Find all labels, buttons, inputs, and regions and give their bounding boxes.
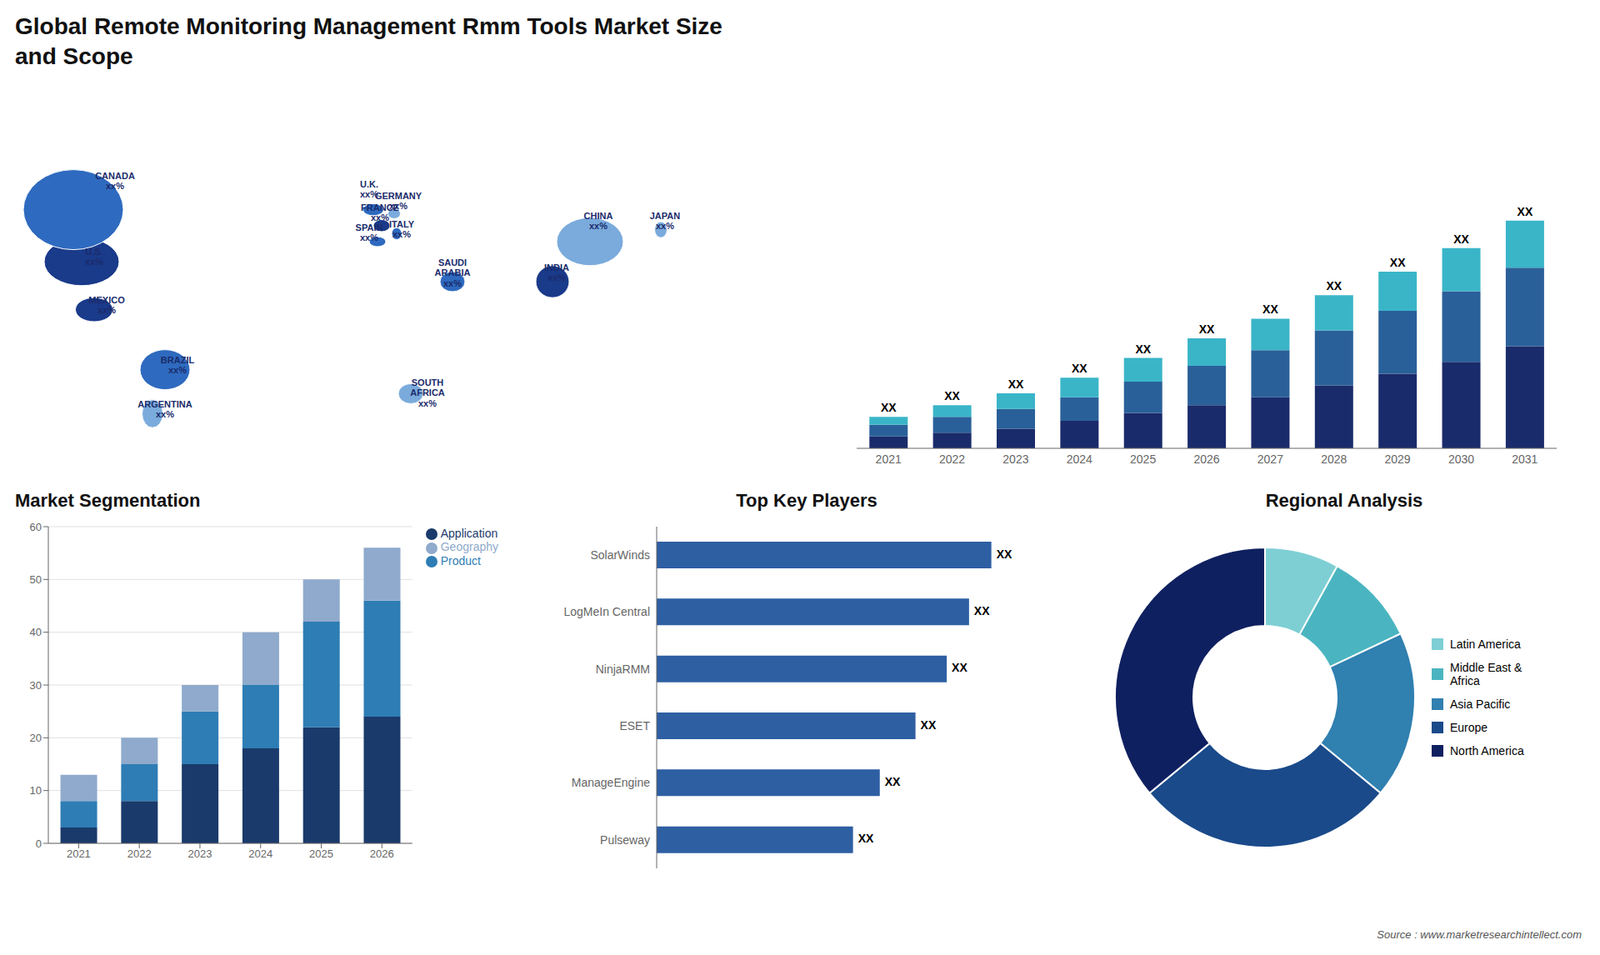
svg-text:2028: 2028 — [1320, 452, 1347, 466]
svg-text:ITALYxx%: ITALYxx% — [389, 218, 415, 239]
svg-text:CANADAxx%: CANADAxx% — [95, 170, 135, 191]
svg-text:2022: 2022 — [127, 847, 152, 860]
svg-text:XX: XX — [1199, 322, 1215, 336]
svg-text:2021: 2021 — [66, 847, 91, 860]
svg-text:2022: 2022 — [939, 452, 965, 466]
svg-text:SolarWinds: SolarWinds — [590, 548, 650, 562]
svg-text:2025: 2025 — [1130, 452, 1156, 466]
svg-text:GERMANYxx%: GERMANYxx% — [375, 190, 423, 211]
svg-text:CHINAxx%: CHINAxx% — [584, 210, 614, 231]
svg-text:SPAINxx%: SPAINxx% — [355, 222, 384, 243]
svg-text:2030: 2030 — [1448, 452, 1475, 466]
svg-text:0: 0 — [35, 837, 42, 850]
svg-text:2024: 2024 — [1066, 452, 1093, 466]
svg-text:XX: XX — [920, 718, 937, 732]
svg-text:MEXICOxx%: MEXICOxx% — [88, 295, 125, 315]
svg-text:ManageEngine: ManageEngine — [571, 775, 650, 790]
svg-text:NinjaRMM: NinjaRMM — [595, 662, 650, 676]
svg-text:SAUDIARABIAxx%: SAUDIARABIAxx% — [435, 257, 471, 288]
svg-text:XX: XX — [880, 400, 897, 415]
svg-text:2021: 2021 — [875, 452, 902, 466]
svg-text:XX: XX — [885, 775, 901, 789]
svg-text:LogMeIn Central: LogMeIn Central — [563, 605, 650, 619]
svg-text:XX: XX — [1325, 279, 1342, 293]
svg-text:2029: 2029 — [1385, 452, 1411, 466]
svg-text:20: 20 — [30, 731, 42, 745]
svg-text:30: 30 — [30, 679, 42, 692]
svg-text:XX: XX — [1071, 361, 1088, 375]
svg-text:JAPANxx%: JAPANxx% — [650, 210, 681, 231]
svg-text:2026: 2026 — [370, 847, 395, 860]
svg-text:U.S.xx%: U.S.xx% — [85, 246, 104, 267]
svg-text:2025: 2025 — [309, 847, 334, 860]
svg-text:XX: XX — [951, 660, 968, 675]
svg-text:10: 10 — [30, 784, 42, 797]
svg-text:XX: XX — [1453, 232, 1470, 246]
svg-text:2023: 2023 — [1002, 452, 1029, 466]
svg-text:XX: XX — [996, 547, 1013, 561]
svg-text:2024: 2024 — [248, 847, 273, 860]
svg-text:XX: XX — [1262, 302, 1279, 316]
svg-text:XX: XX — [974, 604, 990, 618]
svg-text:2023: 2023 — [188, 847, 213, 860]
svg-text:2031: 2031 — [1511, 452, 1538, 466]
svg-text:XX: XX — [1135, 342, 1151, 356]
svg-text:2026: 2026 — [1193, 452, 1220, 466]
svg-text:INDIAxx%: INDIAxx% — [544, 262, 570, 283]
svg-text:Pulseway: Pulseway — [600, 833, 650, 847]
svg-text:50: 50 — [30, 573, 42, 586]
svg-text:2027: 2027 — [1257, 452, 1284, 466]
svg-text:XX: XX — [858, 831, 875, 845]
svg-text:XX: XX — [1517, 205, 1534, 219]
svg-text:BRAZILxx%: BRAZILxx% — [160, 355, 195, 375]
svg-text:XX: XX — [1008, 377, 1025, 391]
svg-text:SOUTHAFRICAxx%: SOUTHAFRICAxx% — [410, 377, 445, 408]
svg-text:XX: XX — [944, 389, 960, 403]
svg-text:40: 40 — [30, 625, 42, 639]
svg-text:60: 60 — [30, 520, 42, 534]
svg-text:ESET: ESET — [619, 719, 650, 733]
svg-text:XX: XX — [1390, 255, 1406, 270]
svg-text:ARGENTINAxx%: ARGENTINAxx% — [137, 398, 192, 419]
